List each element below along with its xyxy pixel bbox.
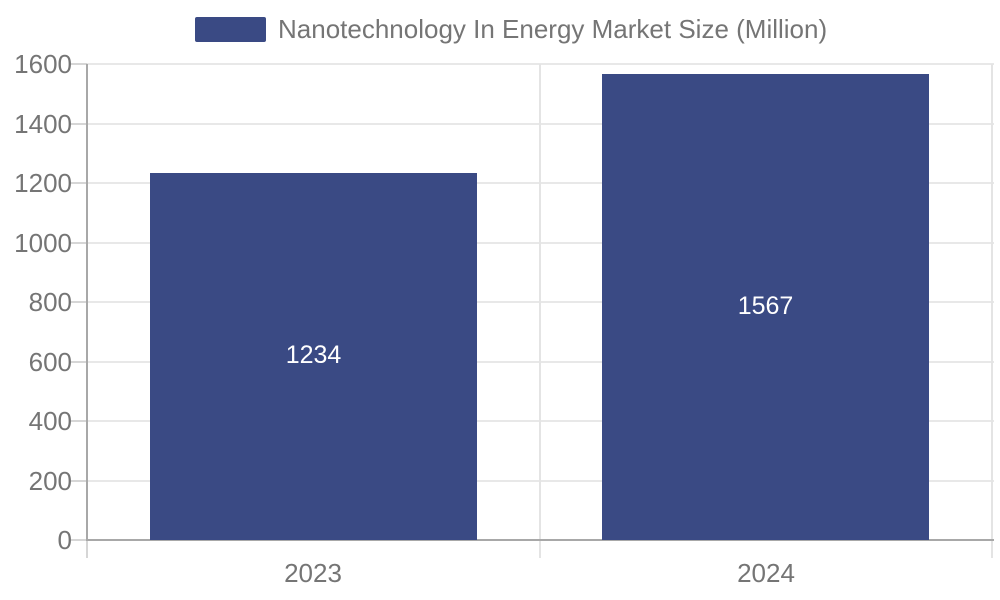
y-axis-tick-label: 1200 [14, 168, 72, 198]
y-axis-tick [69, 182, 87, 184]
gridline [87, 479, 994, 482]
gridline [87, 360, 994, 363]
x-split-line [538, 64, 541, 558]
x-axis-tick-label: 2023 [284, 558, 342, 588]
gridline [87, 122, 994, 125]
legend-swatch-icon [195, 17, 266, 42]
x-axis-line [86, 539, 994, 541]
gridline [87, 63, 994, 65]
y-axis-tick [69, 63, 87, 65]
y-axis-tick-label: 1600 [14, 49, 72, 79]
y-axis-tick-bottom [86, 541, 88, 558]
x-split-line [991, 64, 993, 558]
y-axis-tick-label: 0 [57, 525, 72, 555]
bar-2024[interactable] [602, 73, 929, 540]
y-axis-tick-label: 800 [28, 287, 72, 317]
chart-title: Nanotechnology In Energy Market Size (Mi… [278, 14, 828, 44]
gridline [87, 182, 994, 184]
x-axis-tick-label: 2024 [737, 558, 795, 588]
bar-value-label: 1567 [737, 292, 794, 320]
chart-legend-item[interactable]: Nanotechnology In Energy Market Size (Mi… [195, 14, 827, 45]
y-axis-tick [69, 479, 87, 482]
gridline [87, 241, 994, 244]
y-axis-tick [69, 420, 87, 422]
y-axis-tick [69, 360, 87, 363]
y-axis-tick-label: 1400 [14, 108, 72, 139]
y-axis-line [86, 64, 88, 541]
gridline [87, 301, 994, 303]
y-axis-tick [69, 122, 87, 125]
y-axis-tick-label: 400 [28, 406, 72, 436]
y-axis-tick-label: 1000 [14, 227, 72, 258]
y-axis-tick [69, 539, 87, 541]
y-axis-tick-label: 600 [28, 346, 72, 377]
bar-2023[interactable] [150, 172, 477, 540]
gridline [87, 420, 994, 422]
bar-value-label: 1234 [285, 341, 342, 369]
y-axis-tick [69, 241, 87, 244]
y-axis-tick [69, 301, 87, 303]
y-axis-tick-label: 200 [28, 465, 72, 496]
